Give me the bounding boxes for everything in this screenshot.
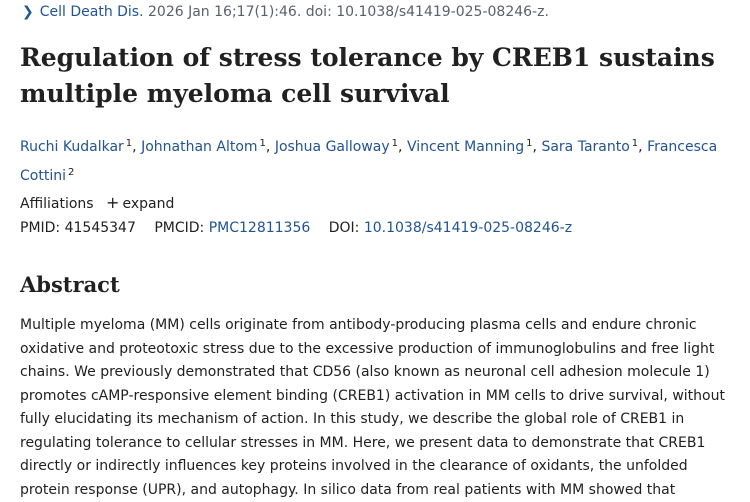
affiliations-label: Affiliations [20, 196, 94, 212]
identifiers-row: PMID: 41545347 PMCID: PMC12811356 DOI: 1… [20, 220, 572, 236]
pmcid-link[interactable]: PMC12811356 [208, 220, 311, 236]
affiliation-ref[interactable]: 1 [125, 138, 133, 149]
affiliation-ref[interactable]: 1 [391, 138, 399, 149]
pmid-label: PMID: [20, 220, 61, 236]
article-title: Regulation of stress tolerance by CREB1 … [20, 43, 715, 108]
citation-line: ❯ Cell Death Dis. 2026 Jan 16;17(1):46. d… [22, 4, 549, 20]
affiliation-ref[interactable]: 1 [631, 138, 639, 149]
expand-affiliations-button[interactable]: + expand [106, 193, 175, 212]
plus-icon: + [106, 193, 120, 212]
chevron-right-icon[interactable]: ❯ [22, 4, 34, 20]
citation-details: 2026 Jan 16;17(1):46. doi: 10.1038/s4141… [148, 4, 549, 20]
author-link[interactable]: Sara Taranto [541, 139, 630, 155]
doi-link[interactable]: 10.1038/s41419-025-08246-z [363, 220, 573, 236]
author-list: Ruchi Kudalkar 1, Johnathan Altom 1, Joshu… [20, 138, 718, 184]
affiliations-row: Affiliations + expand [20, 193, 174, 212]
pmcid-label: PMCID: [154, 220, 205, 236]
author-link[interactable]: Ruchi Kudalkar [20, 139, 124, 155]
author-link[interactable]: Johnathan Altom [141, 139, 258, 155]
journal-link[interactable]: Cell Death Dis. [39, 4, 144, 20]
author-link[interactable]: Francesca Cottini [20, 139, 718, 184]
abstract-text: Multiple myeloma (MM) cells originate fr… [20, 317, 725, 498]
affiliation-ref[interactable]: 1 [259, 138, 266, 149]
doi-label: DOI: [328, 220, 360, 236]
expand-label: expand [122, 196, 175, 212]
abstract-heading: Abstract [20, 272, 120, 297]
affiliation-ref[interactable]: 2 [67, 167, 75, 178]
author-link[interactable]: Joshua Galloway [274, 139, 390, 155]
affiliation-ref[interactable]: 1 [526, 138, 533, 149]
pmid-value: 41545347 [64, 220, 136, 236]
author-link[interactable]: Vincent Manning [406, 139, 525, 155]
